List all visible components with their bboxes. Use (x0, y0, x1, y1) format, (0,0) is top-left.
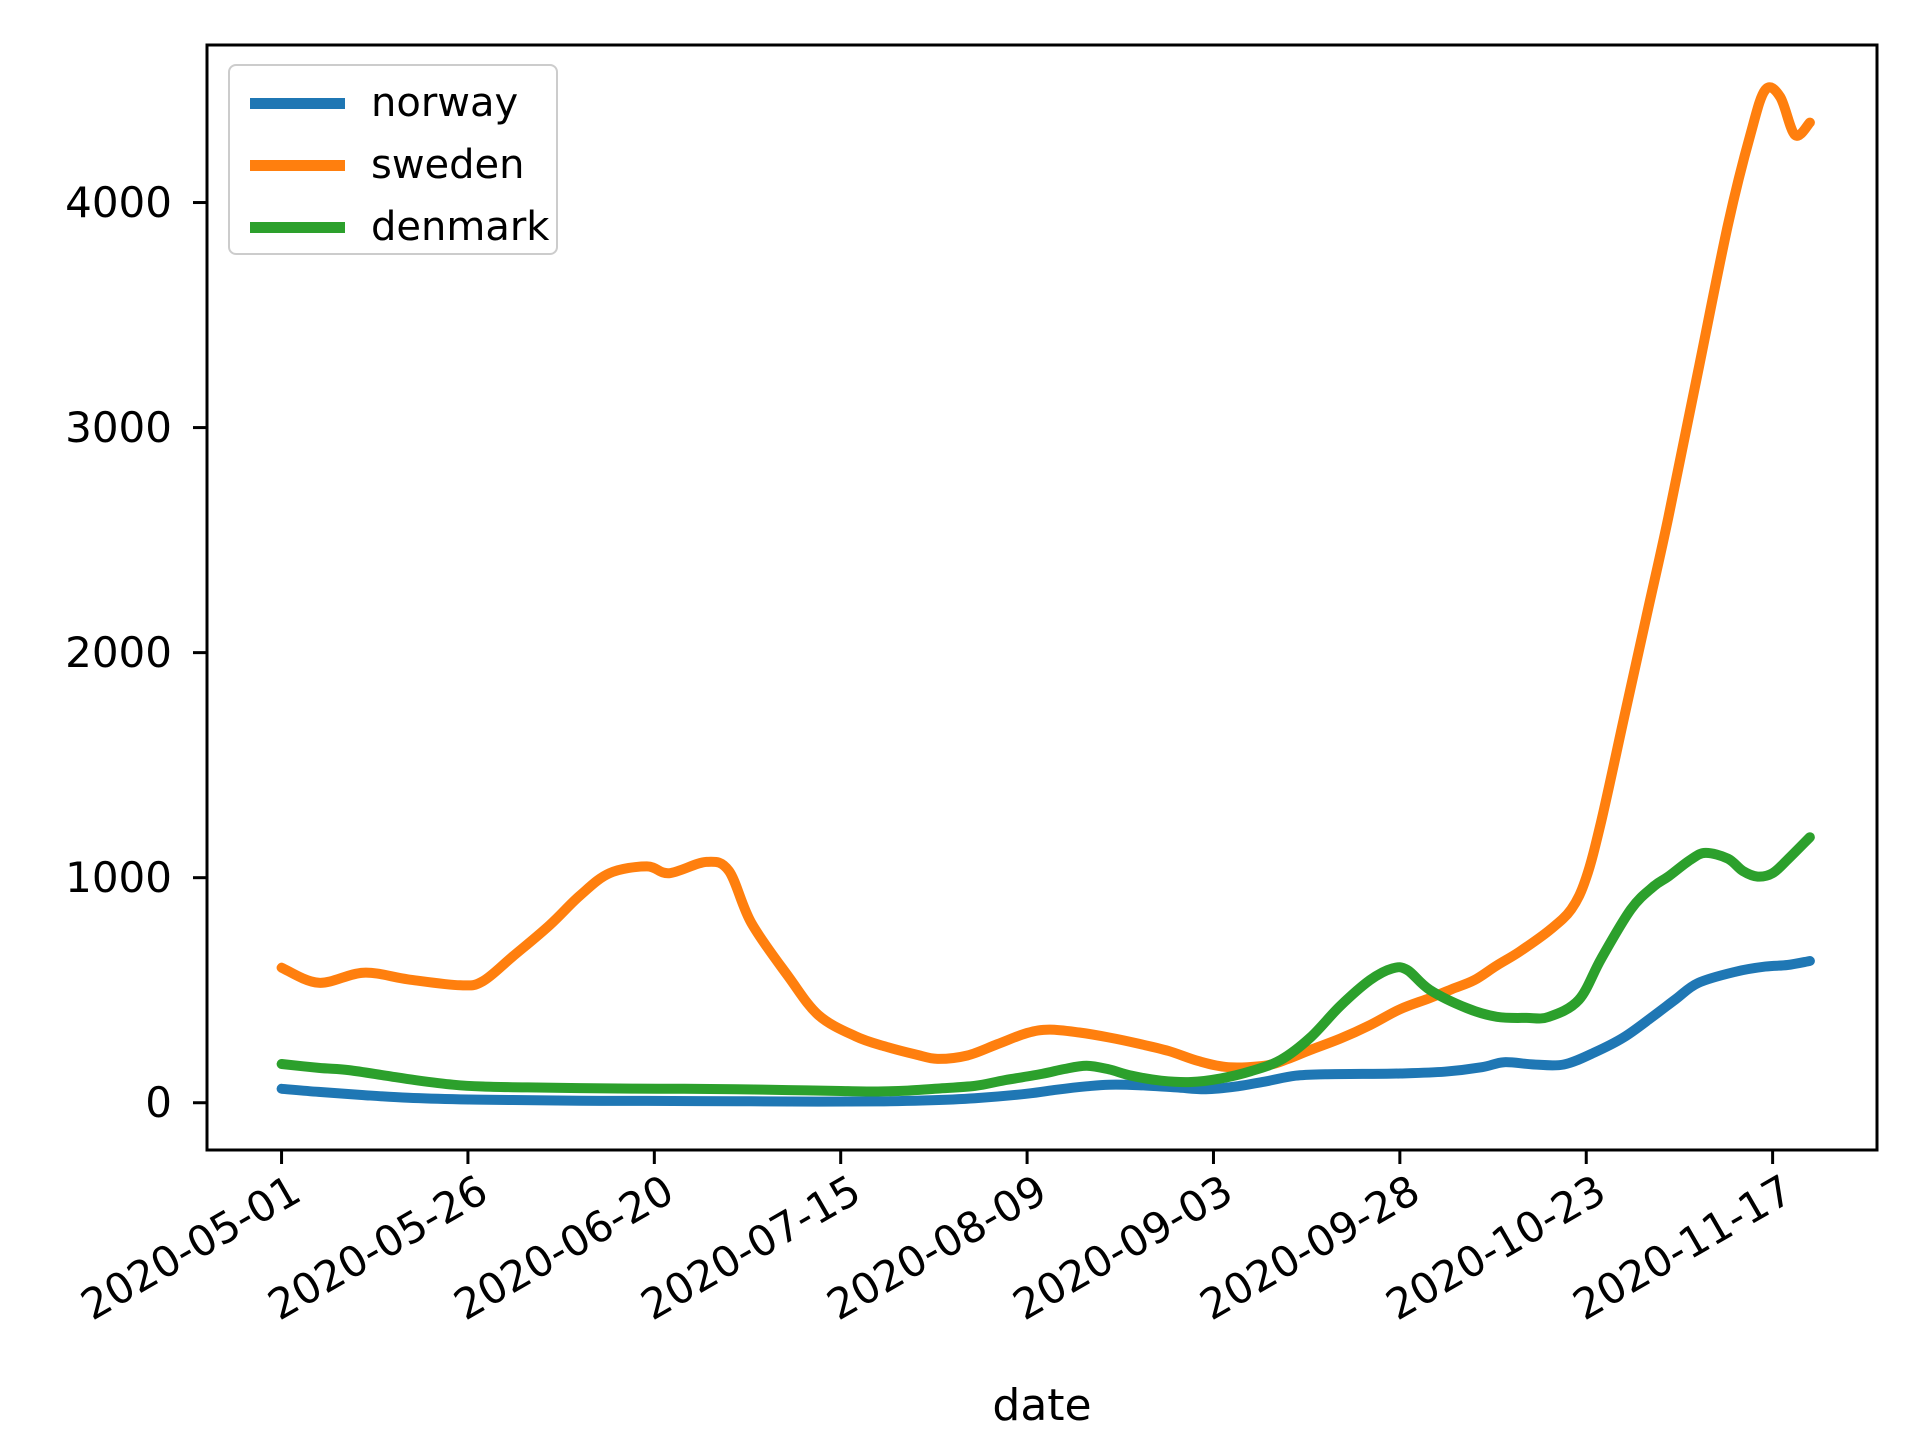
series-line-denmark (276, 832, 1815, 1097)
axes-frame (205, 43, 1879, 1152)
y-tick-label: 2000 (65, 627, 172, 677)
legend-item-sweden: sweden (250, 134, 556, 196)
x-axis-label: date (992, 1380, 1092, 1431)
legend-swatch-norway (250, 97, 345, 109)
legend: norway sweden denmark (228, 64, 558, 255)
legend-label-denmark: denmark (371, 204, 550, 250)
y-tick-label: 1000 (65, 852, 172, 902)
legend-item-denmark: denmark (250, 196, 556, 258)
legend-label-sweden: sweden (371, 142, 525, 188)
y-tick-label: 0 (145, 1077, 172, 1127)
series-line-sweden (276, 82, 1815, 1073)
legend-swatch-denmark (250, 221, 345, 233)
legend-swatch-sweden (250, 159, 345, 171)
legend-label-norway: norway (371, 80, 519, 126)
legend-item-norway: norway (250, 72, 556, 134)
series-line-norway (276, 956, 1815, 1107)
y-tick-label: 4000 (65, 177, 172, 227)
y-tick-label: 3000 (65, 402, 172, 452)
